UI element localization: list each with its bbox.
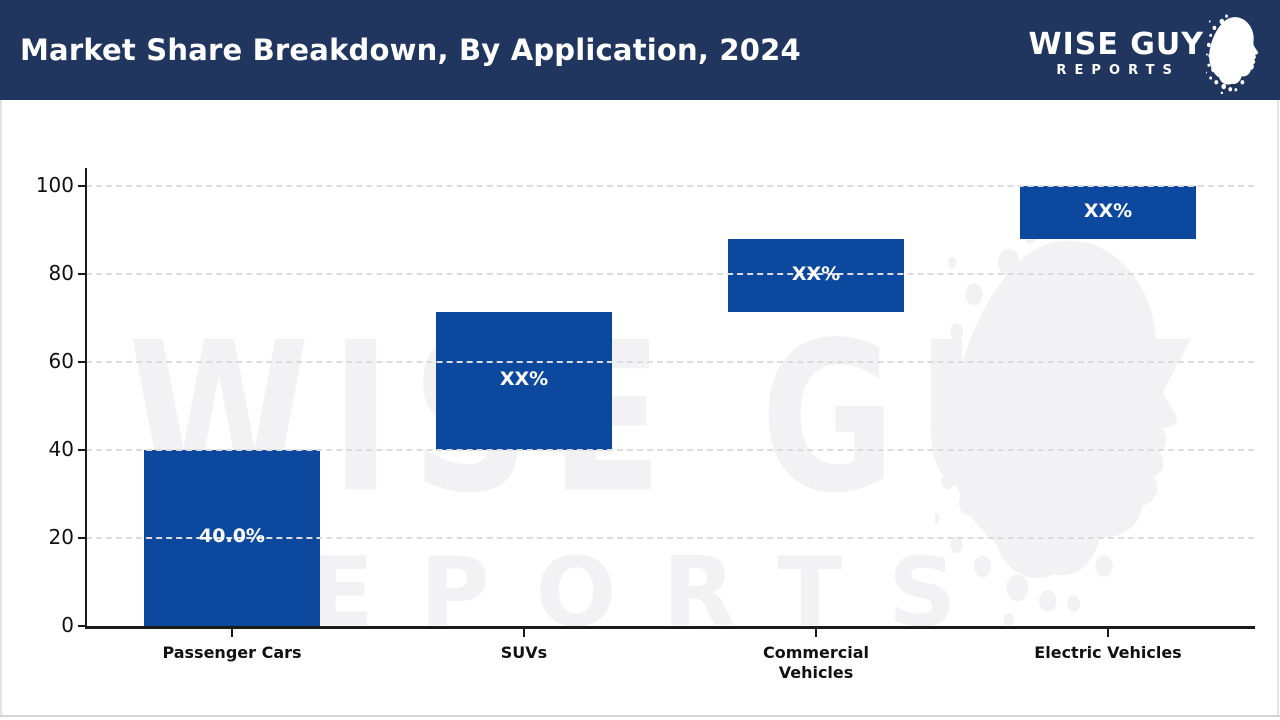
bar-segment xyxy=(1020,186,1196,240)
watermark-face-logo xyxy=(930,225,1195,627)
bar-value-label: 40.0% xyxy=(199,525,265,547)
y-axis-tick-label: 60 xyxy=(48,349,74,373)
y-axis-tick xyxy=(78,625,86,627)
x-axis-tick xyxy=(231,629,233,637)
page-border-left xyxy=(0,100,2,716)
y-axis-tick-label: 0 xyxy=(61,613,74,637)
bar-value-label: XX% xyxy=(1083,199,1133,222)
y-axis-tick-label: 80 xyxy=(48,261,74,285)
brand-face-icon xyxy=(1205,14,1262,95)
page-title: Market Share Breakdown, By Application, … xyxy=(20,33,801,67)
y-axis-tick xyxy=(78,185,86,187)
bar-segment xyxy=(728,239,904,313)
y-axis-tick-label: 20 xyxy=(48,525,74,549)
x-axis-tick xyxy=(815,629,817,637)
gridline xyxy=(86,361,1254,363)
x-axis-line xyxy=(85,626,1255,629)
gridline xyxy=(86,185,1254,187)
y-axis-tick-label: 40 xyxy=(48,437,74,461)
brand-name: WISE GUY xyxy=(1028,27,1204,62)
bar-segment xyxy=(436,312,612,450)
y-axis-tick xyxy=(78,273,86,275)
page-border-bottom xyxy=(0,715,1280,717)
y-axis-tick xyxy=(78,449,86,451)
y-axis-tick xyxy=(78,361,86,363)
bar-value-label: XX% xyxy=(791,262,841,285)
page-border-right xyxy=(1277,100,1279,716)
header-bar: Market Share Breakdown, By Application, … xyxy=(0,0,1280,100)
plot-area: 40.0% XX% XX% XX% 0 20 40 60 80 100 Passenger Cars… xyxy=(0,100,1280,720)
y-axis-line xyxy=(85,168,87,628)
brand-subname: REPORTS xyxy=(1056,63,1180,78)
y-axis-tick-label: 100 xyxy=(35,173,74,197)
brand-logo: WISE GUY REPORTS xyxy=(1012,6,1262,95)
y-axis-tick xyxy=(78,537,86,539)
x-axis-tick xyxy=(1107,629,1109,637)
x-axis-category-label: Electric Vehicles xyxy=(1034,643,1182,662)
x-axis-tick xyxy=(523,629,525,637)
x-axis-category-label: Commercial Vehicles xyxy=(762,643,870,682)
brand-wordmark: WISE GUY REPORTS xyxy=(1028,28,1204,80)
gridline xyxy=(86,449,1254,451)
gridline xyxy=(86,273,1254,275)
x-axis-category-label: SUVs xyxy=(500,643,548,662)
x-axis-category-label: Passenger Cars xyxy=(162,643,302,662)
gridline xyxy=(86,537,1254,539)
bar-value-label: XX% xyxy=(499,368,549,391)
